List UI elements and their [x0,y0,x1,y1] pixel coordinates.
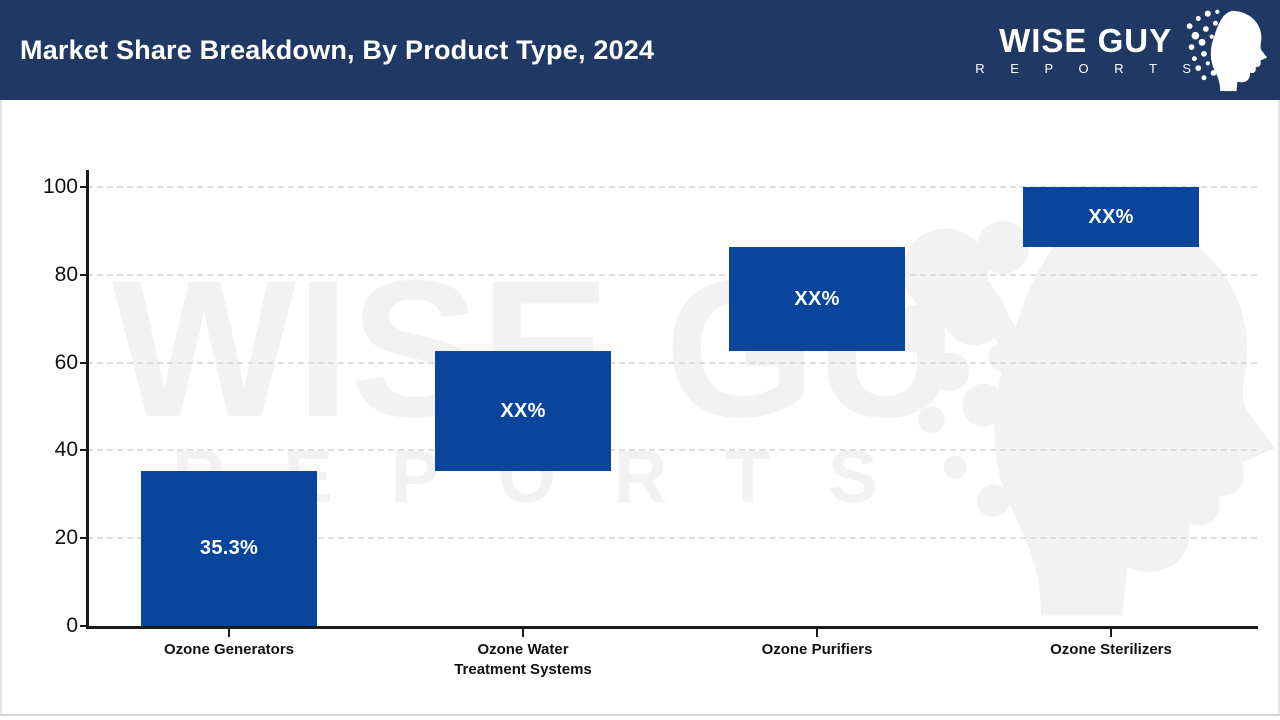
y-tick-mark [80,449,88,452]
bar-value-label: XX% [1088,205,1134,228]
page-title: Market Share Breakdown, By Product Type,… [20,34,655,65]
head-profile-icon [1186,9,1268,92]
bar: XX% [435,351,611,472]
y-tick-label: 80 [54,262,78,286]
frame-border-bottom [0,714,1280,716]
header-bar: Market Share Breakdown, By Product Type,… [0,0,1280,100]
gridline [87,537,1257,540]
y-tick-label: 0 [66,614,78,637]
x-category-label: Ozone Purifiers [761,641,873,658]
x-tick-mark [228,629,230,637]
x-category-label: Ozone Sterilizers [1050,641,1172,658]
x-category-label: Ozone Water Treatment Systems [454,641,592,679]
bar: XX% [729,247,905,352]
x-axis-line [86,626,1258,629]
bar: XX% [1023,187,1199,248]
logo-subtitle: R E P O R T S [975,60,1202,76]
y-tick-mark [80,273,88,276]
y-tick-mark [80,186,88,188]
x-category-label: Ozone Generators [163,641,295,658]
bar-value-label: 35.3% [199,537,259,559]
y-tick-mark [80,625,88,627]
y-axis-line [86,170,89,629]
gridline [87,186,1257,188]
gridline [87,361,1257,364]
frame-border-right [1278,100,1280,716]
frame-border-left [0,100,2,716]
y-tick-label: 100 [42,175,78,198]
y-tick-mark [80,537,88,540]
gridline [87,449,1257,452]
wise-guy-reports-logo: WISE GUY R E P O R T S [969,7,1268,93]
y-tick-mark [80,361,88,364]
gridline [87,273,1257,276]
y-tick-label: 40 [54,438,78,462]
watermark-head-profile [893,214,1276,616]
bar: 35.3% [141,471,317,626]
y-tick-label: 20 [54,526,78,550]
x-tick-mark [1110,629,1112,637]
logo-name: WISE GUY [999,22,1173,60]
x-tick-mark [816,629,818,637]
y-tick-label: 60 [54,350,78,374]
x-tick-mark [522,629,524,637]
bar-value-label: XX% [794,287,840,310]
logo-text: WISE GUY R E P O R T S [969,24,1202,76]
bar-value-label: XX% [500,399,546,422]
